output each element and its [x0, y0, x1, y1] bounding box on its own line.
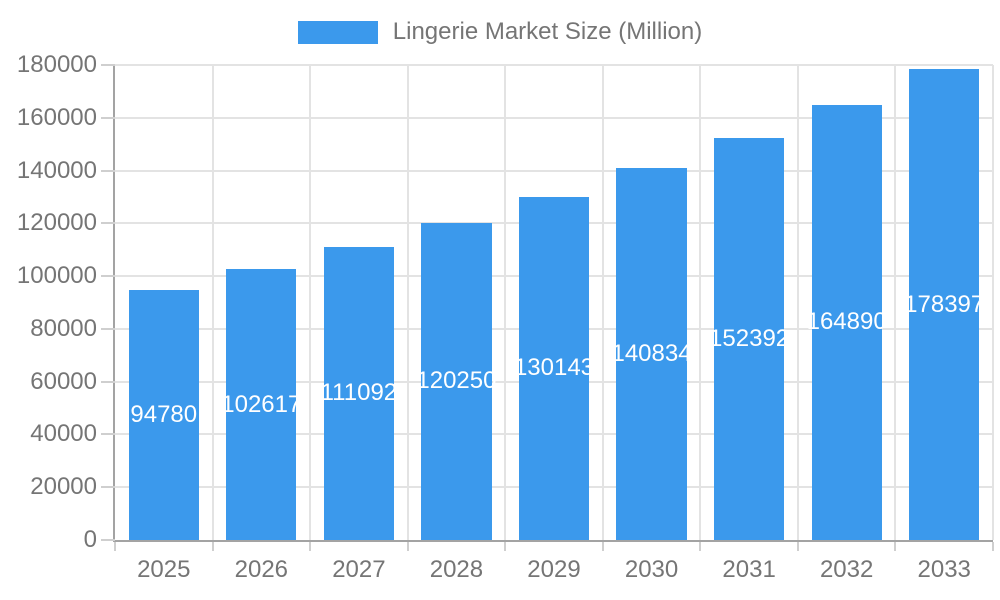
x-axis-tick: [796, 542, 799, 551]
y-axis-tick: [101, 116, 115, 119]
y-axis-tick: [101, 64, 115, 66]
bar-value-label: 152392: [709, 324, 790, 352]
gridline-vertical: [699, 65, 702, 540]
bar[interactable]: 164890: [807, 104, 887, 540]
bar-value-label: 111092: [320, 379, 398, 407]
gridline-vertical: [309, 65, 312, 540]
y-axis-tick: [101, 433, 115, 436]
x-axis-tick: [504, 542, 507, 551]
bar-value-label: 178397: [904, 290, 985, 318]
bar[interactable]: 130143: [514, 196, 594, 540]
y-axis-tick: [101, 539, 115, 541]
y-axis-tick: [101, 327, 115, 330]
gridline-vertical: [894, 65, 897, 540]
y-tick-label: 160000: [16, 103, 97, 131]
bar-value-label: 102617: [221, 390, 302, 418]
bar[interactable]: 178397: [904, 69, 984, 540]
bar[interactable]: 111092: [321, 246, 397, 540]
gridline-horizontal: [115, 169, 993, 172]
legend-swatch: [297, 20, 378, 44]
x-axis-tick: [114, 542, 116, 551]
x-tick-label: 2027: [332, 556, 386, 583]
y-axis-tick: [101, 169, 115, 172]
gridline-vertical: [211, 65, 214, 540]
gridline-horizontal: [115, 64, 993, 66]
x-tick-label: 2029: [527, 556, 581, 583]
x-tick-label: 2025: [137, 556, 191, 583]
x-tick-label: 2030: [624, 556, 679, 583]
gridline-vertical: [406, 65, 409, 540]
legend-item[interactable]: Lingerie Market Size (Million): [0, 16, 1000, 48]
y-tick-label: 140000: [16, 156, 97, 184]
x-axis-tick: [309, 542, 312, 551]
gridline-vertical: [601, 65, 604, 540]
gridline-vertical: [796, 65, 799, 540]
y-axis-tick: [101, 275, 115, 278]
legend-label: Lingerie Market Size (Million): [392, 18, 703, 45]
bar[interactable]: 94780: [128, 289, 199, 540]
x-tick-label: 2026: [234, 556, 289, 583]
y-tick-label: 0: [83, 526, 97, 553]
x-axis-tick: [699, 542, 702, 551]
y-axis-tick: [101, 486, 115, 489]
bar-value-label: 120250: [416, 367, 497, 395]
x-tick-label: 2033: [917, 556, 971, 583]
y-tick-label: 40000: [30, 420, 97, 448]
bar[interactable]: 102617: [221, 269, 301, 540]
y-tick-label: 20000: [30, 473, 97, 501]
y-tick-label: 60000: [30, 367, 97, 395]
y-axis-tick: [101, 222, 115, 225]
bar-value-label: 94780: [130, 400, 198, 428]
y-tick-label: 100000: [16, 262, 97, 290]
y-axis-tick: [101, 380, 115, 383]
x-tick-label: 2031: [722, 556, 776, 583]
plot-area: 0 20000 40000 60000 80000 100000 120000 140000 1…: [17, 52, 994, 583]
x-axis-tick: [406, 542, 409, 551]
x-axis-tick: [894, 542, 897, 551]
gridline-horizontal: [115, 116, 993, 119]
gridline-vertical: [504, 65, 507, 540]
bar[interactable]: 152392: [709, 137, 789, 540]
gridline-vertical: [992, 65, 994, 540]
y-tick-label: 180000: [16, 51, 97, 78]
x-tick-label: 2028: [429, 556, 484, 583]
bar-value-label: 164890: [806, 308, 887, 336]
bar[interactable]: 120250: [416, 222, 496, 540]
x-axis-tick: [211, 542, 214, 551]
y-tick-label: 80000: [30, 314, 97, 342]
x-axis-tick: [992, 542, 994, 551]
bar-value-label: 140834: [611, 340, 692, 368]
x-axis-tick: [601, 542, 604, 551]
bar-value-label: 130143: [513, 354, 595, 382]
x-tick-label: 2032: [819, 556, 874, 583]
y-tick-label: 120000: [16, 209, 97, 237]
bar[interactable]: 140834: [611, 168, 692, 540]
